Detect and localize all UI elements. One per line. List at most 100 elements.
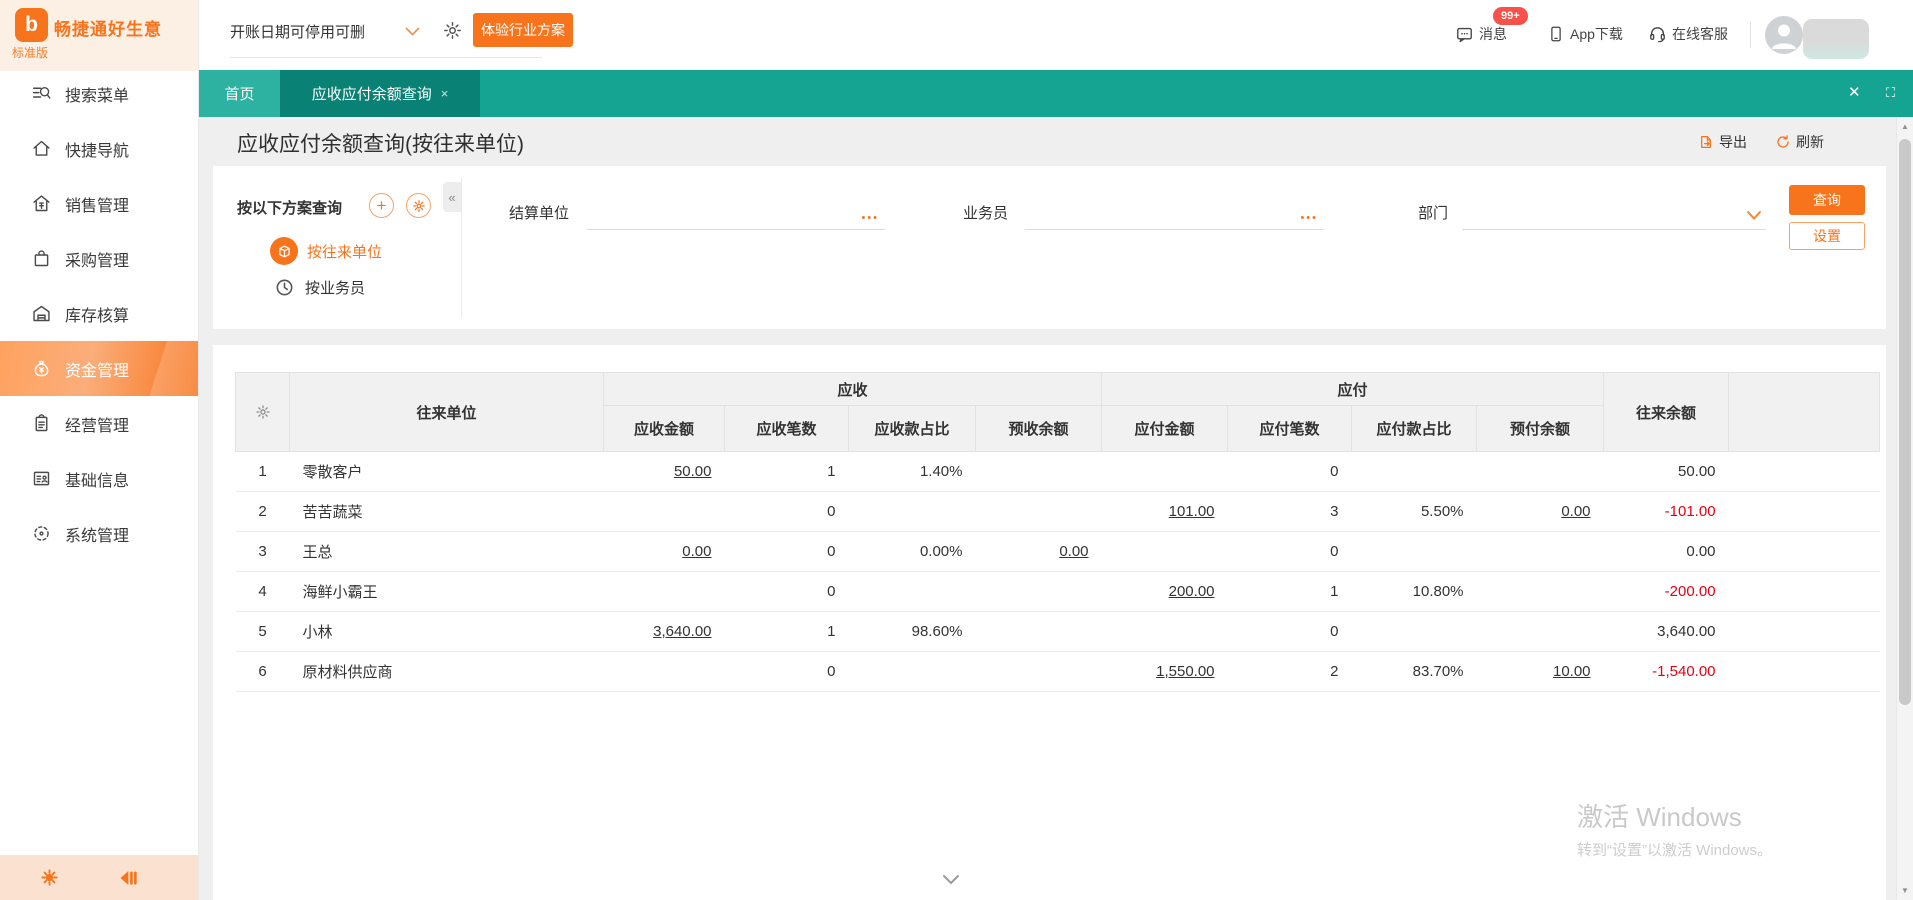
column-header[interactable]: 应付笔数 [1227,405,1353,452]
scroll-up-arrow[interactable]: ▲ [1901,122,1909,131]
column-header[interactable]: 预付余额 [1476,405,1605,452]
settings-button[interactable]: 设置 [1789,222,1865,250]
column-header[interactable]: 应付金额 [1101,405,1229,452]
value-cell: -200.00 [1603,571,1729,612]
chevron-down-icon[interactable] [405,27,420,37]
column-header-balance[interactable]: 往来余额 [1603,372,1730,452]
table-row[interactable]: 4 海鲜小霸王 0 200.00 1 10.80% -200.00 [235,571,1880,612]
value-cell [1351,451,1477,492]
amount-link-cell[interactable]: 3,640.00 [603,611,725,652]
table-row[interactable]: 6 原材料供应商 0 1,550.00 2 83.70% 10.00 -1,540.00 [235,651,1880,692]
app-download-link[interactable]: App下载 [1547,24,1623,44]
sidebar-item-search-menu[interactable]: 搜索菜单 [0,66,198,121]
add-scheme-button[interactable]: + [369,193,394,218]
value-cell: 83.70% [1351,651,1477,692]
amount-link-cell[interactable]: 200.00 [1101,571,1228,612]
refresh-button[interactable]: 刷新 [1775,132,1824,152]
collapse-panel-button[interactable]: « [443,182,461,212]
scrollbar-thumb[interactable] [1899,139,1911,705]
sidebar-item-sales[interactable]: 销售管理 [0,176,198,231]
value-cell [1351,531,1477,572]
sidebar-item-funds[interactable]: 资金管理 [0,341,198,396]
value-cell: 1.40% [848,451,976,492]
picker-dots-icon[interactable]: ••• [861,212,879,224]
scroll-down-arrow[interactable]: ▼ [1901,886,1909,895]
filter-salesman-input[interactable]: ••• [1025,194,1324,230]
column-header[interactable]: 应收金额 [603,405,725,452]
brand-name: 畅捷通好生意 [54,20,162,39]
table-row[interactable]: 5 小林 3,640.00 1 98.60% 0 3,640.00 [235,611,1880,652]
filter-settle-unit-input[interactable]: ••• [587,194,885,230]
sidebar-item-operations[interactable]: 经营管理 [0,396,198,451]
trial-plan-button[interactable]: 体验行业方案 [473,13,573,47]
tab-home[interactable]: 首页 [199,70,280,117]
value-cell: -101.00 [1603,491,1729,532]
value-cell [975,571,1102,612]
refresh-label: 刷新 [1796,134,1824,150]
table-card: 往来单位 应收 应付 往来余额 应收金额 应收笔数 应收款占比 预收余额 应付金… [213,345,1886,900]
value-cell [975,611,1102,652]
amount-link-cell[interactable]: 0.00 [1476,491,1604,532]
scheme-by-partner[interactable]: 按往来单位 [270,237,382,265]
sidebar-item-system[interactable]: 系统管理 [0,506,198,561]
account-settings-gear-icon[interactable] [442,20,463,41]
amount-link-cell[interactable]: 10.00 [1476,651,1604,692]
amount-link-cell[interactable]: 0.00 [975,531,1102,572]
collapse-sidebar-icon[interactable] [117,869,138,887]
brand-area: b 畅捷通好生意 标准版 [0,0,198,71]
tab-balance-query[interactable]: 应收应付余额查询 × [280,70,480,117]
value-cell [848,491,976,532]
column-header-partner[interactable]: 往来单位 [289,372,604,452]
account-set-select[interactable]: 开账日期可停用可删 [230,24,366,41]
value-cell: 1 [1227,571,1352,612]
query-button[interactable]: 查询 [1789,185,1865,215]
picker-dots-icon[interactable]: ••• [1300,212,1318,224]
close-all-icon[interactable]: ✕ [1848,84,1861,101]
online-service-link[interactable]: 在线客服 [1648,24,1728,44]
fullscreen-icon[interactable]: ⛶ [1886,85,1897,100]
scroll-hint-chevron-icon[interactable] [942,874,960,886]
tab-close-icon[interactable]: × [440,86,449,101]
sidebar-item-inventory[interactable]: 库存核算 [0,286,198,341]
scheme-by-salesman[interactable]: 按业务员 [273,276,365,299]
value-cell: 98.60% [848,611,976,652]
filter-department-select[interactable] [1462,194,1766,230]
table-row[interactable]: 1 零散客户 50.00 1 1.40% 0 50.00 [235,451,1880,492]
column-config-button[interactable] [235,372,290,452]
amount-link-cell[interactable]: 1,550.00 [1101,651,1228,692]
column-header[interactable]: 应付款占比 [1351,405,1478,452]
brand-logo-icon: b [15,8,48,42]
table-row[interactable]: 2 苦苦蔬菜 0 101.00 3 5.50% 0.00 -101.00 [235,491,1880,532]
column-header[interactable]: 预收余额 [974,405,1103,452]
amount-link-cell[interactable]: 101.00 [1101,491,1228,532]
sidebar-menu: 搜索菜单 快捷导航 销售管理 采购管理 库存核算 资金管理 [0,66,198,561]
table-row[interactable]: 3 王总 0.00 0 0.00% 0.00 0 0.00 [235,531,1880,572]
group-header-payable: 应付 [1101,372,1605,406]
panel-divider [461,178,462,318]
chevron-down-icon[interactable] [1746,210,1762,221]
sidebar-item-label: 资金管理 [65,362,130,380]
partner-name-cell: 苦苦蔬菜 [289,491,604,532]
sidebar-item-quick-nav[interactable]: 快捷导航 [0,121,198,176]
row-number: 6 [235,651,290,692]
column-header[interactable]: 应收笔数 [724,405,849,452]
value-cell [1476,451,1604,492]
settings-gear-icon[interactable] [40,868,59,887]
scheme-settings-button[interactable] [406,193,431,218]
sidebar-item-label: 采购管理 [65,252,130,270]
balance-table: 往来单位 应收 应付 往来余额 应收金额 应收笔数 应收款占比 预收余额 应付金… [235,372,1881,692]
messages-link[interactable]: 消息 [1455,24,1507,44]
vertical-scrollbar[interactable]: ▲ ▼ [1896,117,1913,900]
sidebar-item-label: 搜索菜单 [65,87,130,105]
filler-cell [1728,651,1880,692]
filler-cell [1728,451,1880,492]
amount-link-cell[interactable]: 0.00 [603,531,725,572]
avatar[interactable] [1765,16,1803,54]
row-number: 3 [235,531,290,572]
column-header[interactable]: 应收款占比 [848,405,976,452]
topbar: 开账日期可停用可删 体验行业方案 消息 99+ App下载 在线客服 [199,0,1913,70]
export-button[interactable]: 导出 [1698,132,1747,152]
sidebar-item-base-info[interactable]: 基础信息 [0,451,198,506]
amount-link-cell[interactable]: 50.00 [603,451,725,492]
sidebar-item-purchase[interactable]: 采购管理 [0,231,198,286]
